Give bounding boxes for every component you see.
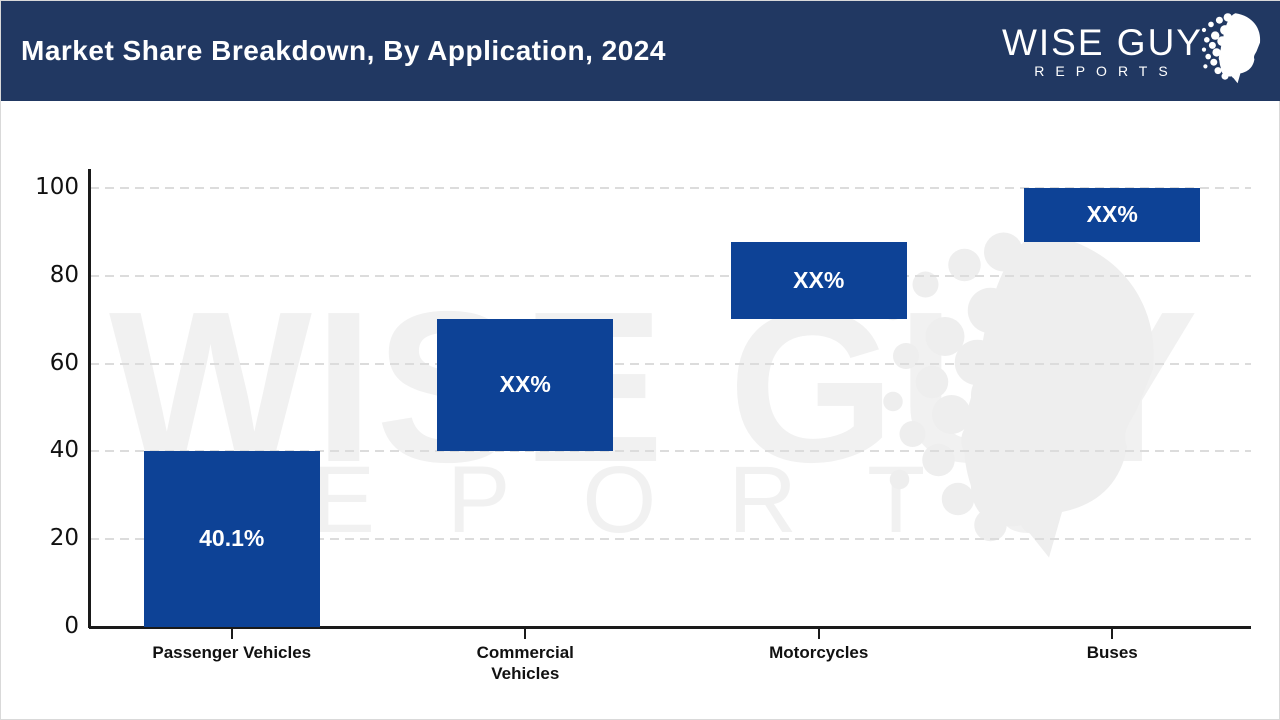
category-label: Passenger Vehicles <box>152 643 312 662</box>
grid-line <box>90 187 1251 189</box>
page-title: Market Share Breakdown, By Application, … <box>21 35 666 66</box>
grid-line <box>90 274 1251 277</box>
logo-subtitle: REPORTS <box>1034 63 1179 79</box>
y-tick-label: 0 <box>64 613 79 639</box>
logo-wordmark: WISE GUY <box>1001 22 1203 63</box>
bar-value-label: 40.1% <box>199 525 265 552</box>
bar: XX% <box>1024 188 1201 242</box>
y-tick-label: 20 <box>49 525 79 552</box>
category-label: Motorcycles <box>769 643 869 662</box>
bar-value-label: XX% <box>793 266 845 293</box>
head-profile-icon <box>1201 13 1261 84</box>
x-tick <box>817 629 820 639</box>
y-tick-label: 100 <box>35 174 79 200</box>
bar: 40.1% <box>143 450 320 627</box>
bar: XX% <box>730 241 907 319</box>
x-tick <box>1111 629 1114 639</box>
grid-line <box>90 450 1251 453</box>
header-bar: Market Share Breakdown, By Application, … <box>1 1 1280 101</box>
grid-line <box>90 362 1251 365</box>
category-label: Buses <box>1086 643 1138 662</box>
grid-line <box>90 538 1251 541</box>
y-tick-label: 80 <box>49 261 79 288</box>
wiseguy-logo: WISE GUY REPORTS <box>1002 9 1267 93</box>
chart-area: WISE GUY REPORTS 0 20 40 60 80 100 40.1% Passen… <box>1 101 1280 719</box>
logo-text: WISE GUY REPORTS <box>1002 24 1203 78</box>
bar-value-label: XX% <box>499 371 551 398</box>
bar: XX% <box>437 318 614 451</box>
x-axis <box>89 626 1251 629</box>
y-tick-label: 60 <box>49 349 79 376</box>
watermark-head-icon <box>883 232 1154 558</box>
x-tick <box>524 629 527 639</box>
y-axis <box>88 169 91 628</box>
y-tick-label: 40 <box>49 437 79 464</box>
x-tick <box>230 629 233 639</box>
category-label: Commercial Vehicles <box>476 643 574 684</box>
bar-value-label: XX% <box>1086 201 1138 228</box>
